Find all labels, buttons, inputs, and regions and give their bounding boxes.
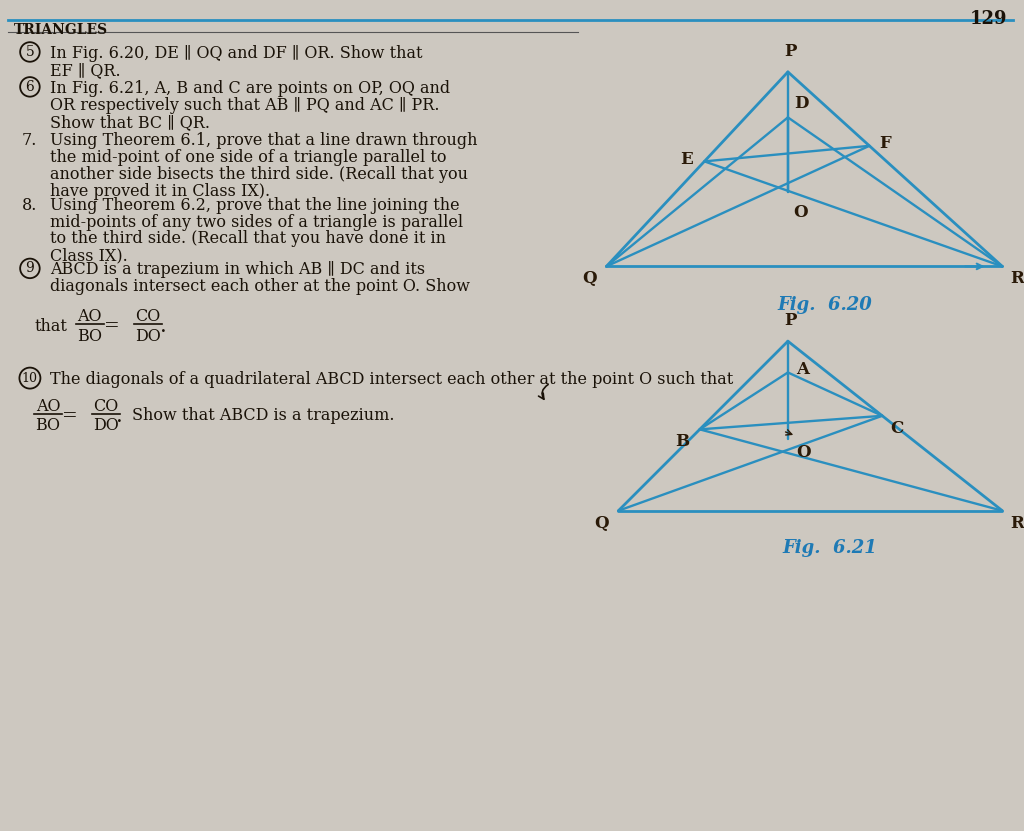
Text: BO: BO xyxy=(77,327,102,345)
Text: to the third side. (Recall that you have done it in: to the third side. (Recall that you have… xyxy=(50,230,445,248)
Text: O: O xyxy=(793,204,808,220)
Text: Fig.  6.21: Fig. 6.21 xyxy=(783,538,878,557)
Text: diagonals intersect each other at the point O. Show: diagonals intersect each other at the po… xyxy=(50,278,470,295)
Text: P: P xyxy=(784,43,797,60)
Text: 7.: 7. xyxy=(22,132,37,149)
Text: Fig.  6.20: Fig. 6.20 xyxy=(777,297,871,314)
Text: TRIANGLES: TRIANGLES xyxy=(14,23,109,37)
Text: 9: 9 xyxy=(26,262,34,275)
Text: F: F xyxy=(880,135,891,152)
Text: Class IX).: Class IX). xyxy=(50,248,128,264)
Text: 5: 5 xyxy=(26,45,34,59)
Text: that: that xyxy=(35,317,68,335)
Text: B: B xyxy=(676,433,690,450)
Text: C: C xyxy=(890,420,903,437)
Text: mid-points of any two sides of a triangle is parallel: mid-points of any two sides of a triangl… xyxy=(50,214,463,230)
Text: A: A xyxy=(796,361,809,378)
Text: Using Theorem 6.2, prove that the line joining the: Using Theorem 6.2, prove that the line j… xyxy=(50,197,460,214)
Text: AO: AO xyxy=(36,397,60,415)
Text: Using Theorem 6.1, prove that a line drawn through: Using Theorem 6.1, prove that a line dra… xyxy=(50,132,477,149)
Text: 8.: 8. xyxy=(22,197,37,214)
Text: =: = xyxy=(103,317,120,335)
Text: DO: DO xyxy=(135,327,161,345)
Text: Show that ABCD is a trapezium.: Show that ABCD is a trapezium. xyxy=(132,407,394,425)
Text: 10: 10 xyxy=(22,371,38,385)
Text: the mid-point of one side of a triangle parallel to: the mid-point of one side of a triangle … xyxy=(50,149,446,165)
Text: The diagonals of a quadrilateral ABCD intersect each other at the point O such t: The diagonals of a quadrilateral ABCD in… xyxy=(50,371,733,388)
Text: 6: 6 xyxy=(26,80,34,94)
Text: .: . xyxy=(160,315,167,337)
Text: 129: 129 xyxy=(970,10,1008,28)
Text: Q: Q xyxy=(582,270,596,288)
Text: .: . xyxy=(117,405,123,427)
Text: D: D xyxy=(794,96,808,112)
Text: R: R xyxy=(1011,270,1024,288)
Text: =: = xyxy=(61,407,78,425)
FancyArrowPatch shape xyxy=(539,385,548,399)
Text: OR respectively such that AB ∥ PQ and AC ∥ PR.: OR respectively such that AB ∥ PQ and AC… xyxy=(50,97,439,114)
Text: Q: Q xyxy=(594,514,608,532)
Text: another side bisects the third side. (Recall that you: another side bisects the third side. (Re… xyxy=(50,165,468,183)
Text: E: E xyxy=(680,151,692,168)
Text: Show that BC ∥ QR.: Show that BC ∥ QR. xyxy=(50,114,210,130)
Text: P: P xyxy=(784,312,797,329)
Text: CO: CO xyxy=(93,397,119,415)
Text: AO: AO xyxy=(78,307,102,325)
Text: O: O xyxy=(796,444,811,461)
Text: EF ∥ QR.: EF ∥ QR. xyxy=(50,62,121,79)
Text: R: R xyxy=(1011,514,1024,532)
Text: DO: DO xyxy=(93,417,119,435)
Text: ABCD is a trapezium in which AB ∥ DC and its: ABCD is a trapezium in which AB ∥ DC and… xyxy=(50,262,425,278)
Text: have proved it in Class IX).: have proved it in Class IX). xyxy=(50,183,270,199)
Text: CO: CO xyxy=(135,307,160,325)
Text: In Fig. 6.21, A, B and C are points on OP, OQ and: In Fig. 6.21, A, B and C are points on O… xyxy=(50,80,450,97)
Text: In Fig. 6.20, DE ∥ OQ and DF ∥ OR. Show that: In Fig. 6.20, DE ∥ OQ and DF ∥ OR. Show … xyxy=(50,45,422,62)
Text: BO: BO xyxy=(36,417,60,435)
